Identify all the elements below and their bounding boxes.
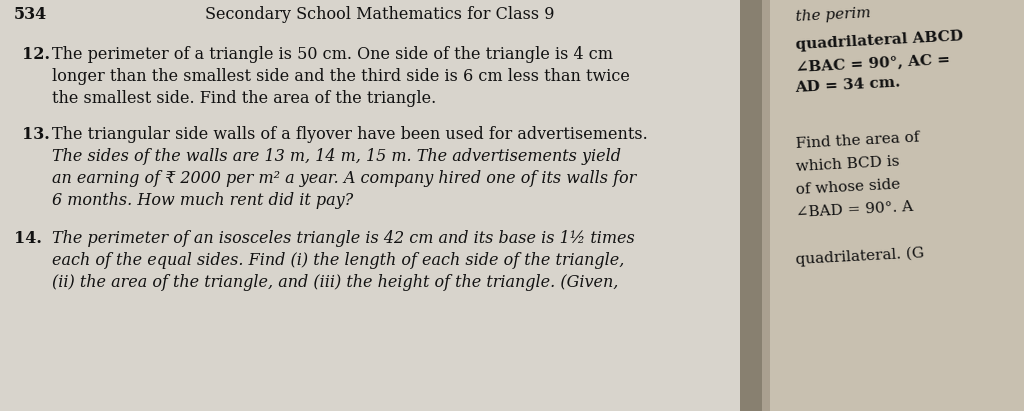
Text: quadrilateral. (G: quadrilateral. (G (795, 246, 925, 267)
Text: of whose side: of whose side (795, 177, 900, 196)
Text: The perimeter of an isosceles triangle is 42 cm and its base is 1½ times: The perimeter of an isosceles triangle i… (52, 230, 635, 247)
Text: 13.: 13. (22, 126, 50, 143)
Text: ∠BAD = 90°. A: ∠BAD = 90°. A (795, 200, 913, 220)
Text: each of the equal sides. Find (i) the length of each side of the triangle,: each of the equal sides. Find (i) the le… (52, 252, 625, 269)
Text: The triangular side walls of a flyover have been used for advertisements.: The triangular side walls of a flyover h… (52, 126, 648, 143)
Text: Secondary School Mathematics for Class 9: Secondary School Mathematics for Class 9 (205, 6, 555, 23)
Text: quadrilateral ABCD: quadrilateral ABCD (795, 29, 964, 52)
Text: 14.: 14. (14, 230, 42, 247)
Text: which BCD is: which BCD is (795, 154, 899, 173)
Text: the smallest side. Find the area of the triangle.: the smallest side. Find the area of the … (52, 90, 436, 107)
Bar (762, 0, 770, 411)
Text: The perimeter of a triangle is 50 cm. One side of the triangle is 4 cm: The perimeter of a triangle is 50 cm. On… (52, 46, 613, 63)
Polygon shape (760, 0, 1024, 411)
Text: 6 months. How much rent did it pay?: 6 months. How much rent did it pay? (52, 192, 353, 209)
Text: Find the area of: Find the area of (795, 131, 920, 152)
Polygon shape (740, 0, 762, 411)
Text: an earning of ₹ 2000 per m² a year. A company hired one of its walls for: an earning of ₹ 2000 per m² a year. A co… (52, 170, 636, 187)
Text: 12.: 12. (22, 46, 50, 63)
Text: AD = 34 cm.: AD = 34 cm. (795, 75, 901, 95)
Text: (ii) the area of the triangle, and (iii) the height of the triangle. (Given,: (ii) the area of the triangle, and (iii)… (52, 274, 618, 291)
Text: The sides of the walls are 13 m, 14 m, 15 m. The advertisements yield: The sides of the walls are 13 m, 14 m, 1… (52, 148, 621, 165)
Bar (0, 0, 760, 411)
Text: 534: 534 (14, 6, 47, 23)
Text: ∠BAC = 90°, AC =: ∠BAC = 90°, AC = (795, 52, 950, 74)
Text: the perim: the perim (795, 6, 870, 24)
Text: longer than the smallest side and the third side is 6 cm less than twice: longer than the smallest side and the th… (52, 68, 630, 85)
